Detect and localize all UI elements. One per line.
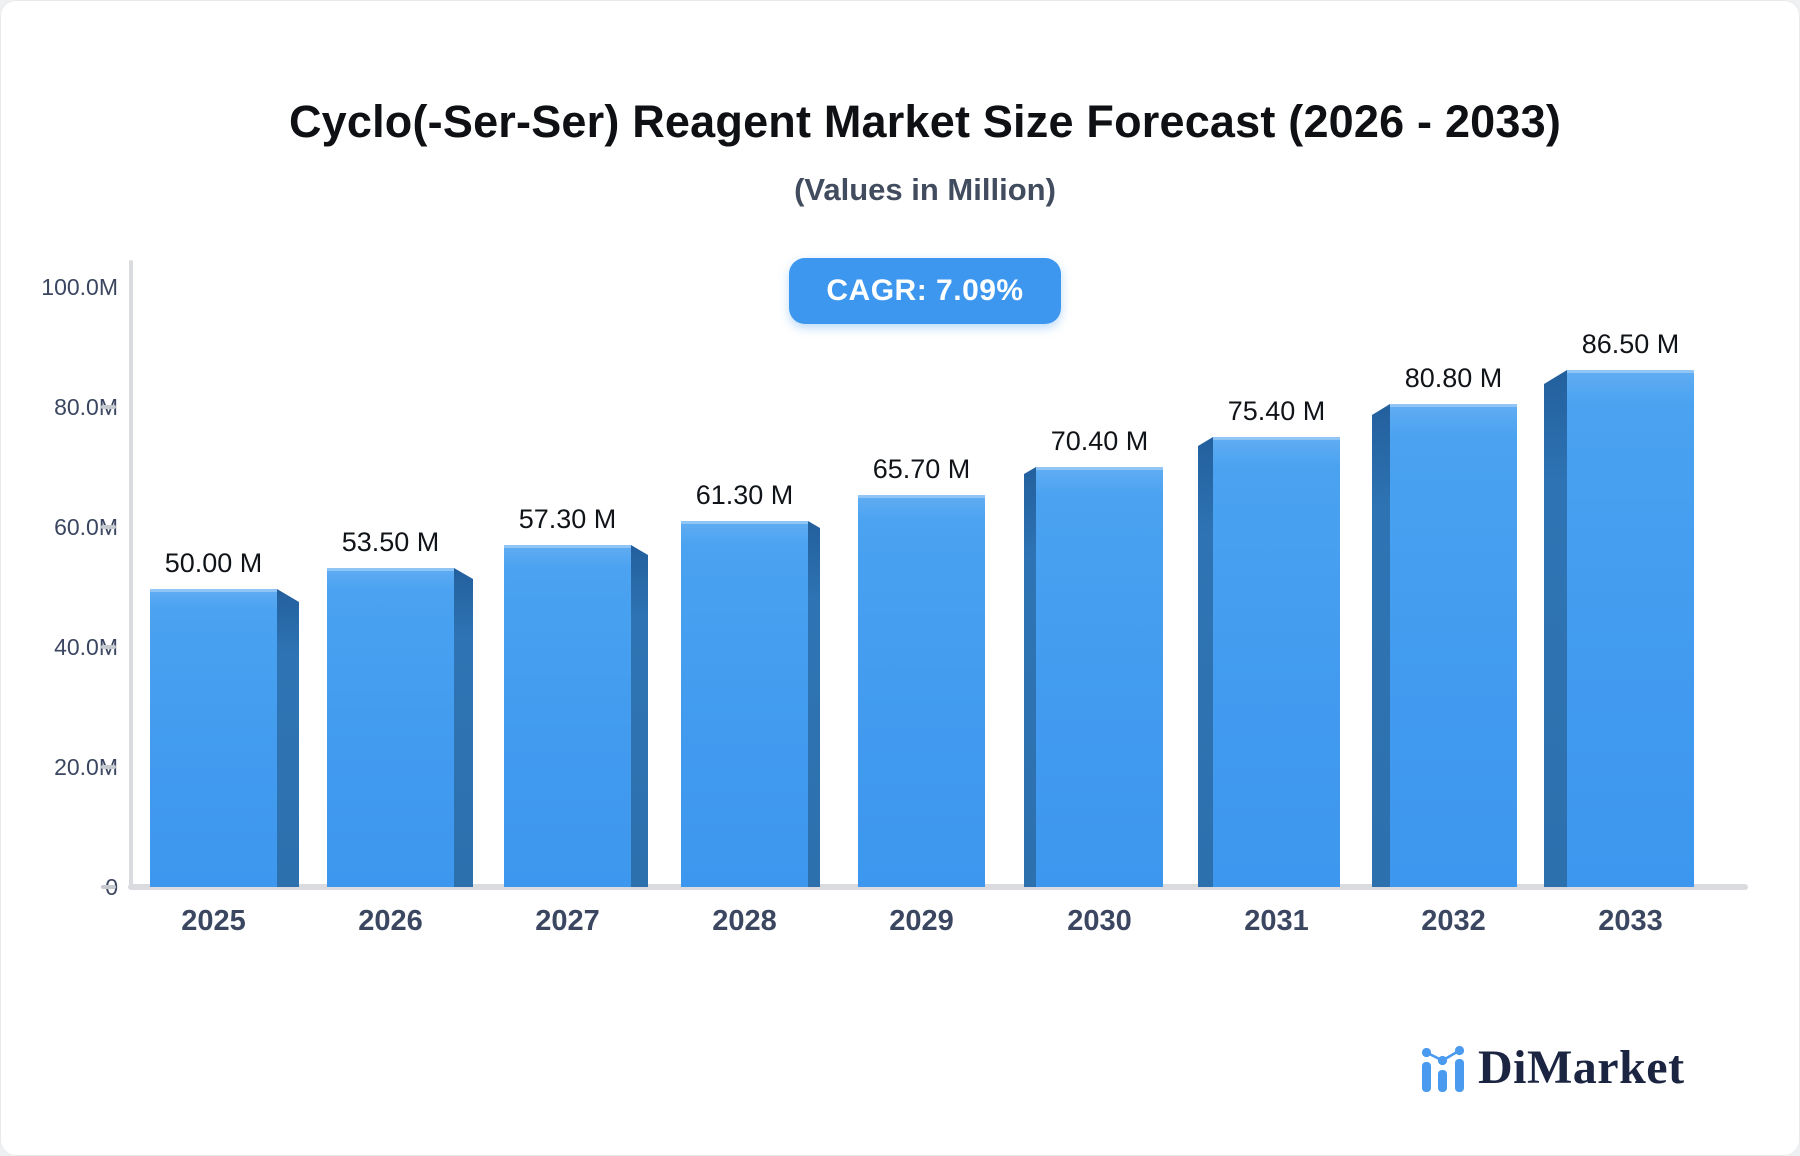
x-tick-label-2027: 2027 [535, 905, 600, 937]
x-tick-label-2031: 2031 [1244, 905, 1309, 937]
x-tick-label-2028: 2028 [712, 905, 777, 937]
y-tick-label: 100.0M [41, 274, 118, 300]
x-tick-label-2032: 2032 [1421, 905, 1486, 937]
bar-face-2033 [1567, 370, 1694, 887]
bar-value-label-2029: 65.70 M [872, 454, 971, 484]
bar-value-label-2030: 70.40 M [1050, 426, 1149, 456]
y-tick-dash [101, 885, 116, 889]
x-tick-label-2030: 2030 [1067, 905, 1132, 937]
bar-value-label-2028: 61.30 M [695, 480, 794, 510]
x-tick-label-2026: 2026 [358, 905, 423, 937]
bar-value-label-2033: 86.50 M [1581, 329, 1680, 359]
bar-value-label-2026: 53.50 M [341, 527, 440, 557]
y-tick-dash [101, 645, 116, 649]
bar-2032[interactable] [1372, 404, 1517, 887]
bar-face-2028 [681, 521, 808, 887]
x-tick-label-2025: 2025 [181, 905, 246, 937]
chart-subtitle: (Values in Million) [794, 172, 1056, 207]
bar-side-2032 [1372, 404, 1390, 887]
bar-2025[interactable] [150, 589, 299, 887]
bar-value-label-2032: 80.80 M [1404, 363, 1503, 393]
bar-face-2025 [150, 589, 277, 887]
dimarket-logo: DiMarket [1420, 1040, 1685, 1095]
y-tick-dash [101, 765, 116, 769]
bar-side-2028 [808, 521, 820, 887]
bar-face-2031 [1213, 437, 1340, 887]
bar-2030[interactable] [1024, 467, 1163, 887]
bar-face-2030 [1036, 467, 1163, 887]
chart-title: Cyclo(-Ser-Ser) Reagent Market Size Fore… [288, 96, 1562, 147]
bar-side-2025 [277, 589, 299, 887]
y-axis-line [129, 260, 133, 889]
bar-value-label-2031: 75.40 M [1227, 396, 1326, 426]
bar-2026[interactable] [327, 568, 473, 887]
bar-2028[interactable] [681, 521, 820, 887]
bar-face-2032 [1390, 404, 1517, 887]
x-axis-line [128, 884, 1748, 890]
bar-side-2027 [631, 545, 648, 887]
bar-side-2026 [454, 568, 473, 887]
cagr-badge-label: CAGR: 7.09% [826, 274, 1024, 307]
y-tick-dash [101, 525, 116, 529]
bar-side-2033 [1544, 370, 1567, 887]
x-tick-label-2033: 2033 [1598, 905, 1663, 937]
y-tick-dash [101, 405, 116, 409]
bar-chart-logo-icon [1421, 1045, 1465, 1092]
bar-2027[interactable] [504, 545, 648, 887]
bar-side-2031 [1198, 437, 1213, 887]
bar-value-label-2025: 50.00 M [164, 548, 263, 578]
bar-2031[interactable] [1198, 437, 1340, 887]
bar-value-label-2027: 57.30 M [518, 504, 617, 534]
bar-side-2030 [1024, 467, 1036, 887]
logo-text: DiMarket [1478, 1041, 1685, 1094]
cagr-badge: CAGR: 7.09% [789, 258, 1061, 324]
bar-face-2029 [858, 495, 985, 887]
bar-2033[interactable] [1544, 370, 1694, 887]
bar-2029[interactable] [858, 495, 985, 887]
bar-face-2026 [327, 568, 454, 887]
bar-face-2027 [504, 545, 631, 887]
x-tick-label-2029: 2029 [889, 905, 954, 937]
